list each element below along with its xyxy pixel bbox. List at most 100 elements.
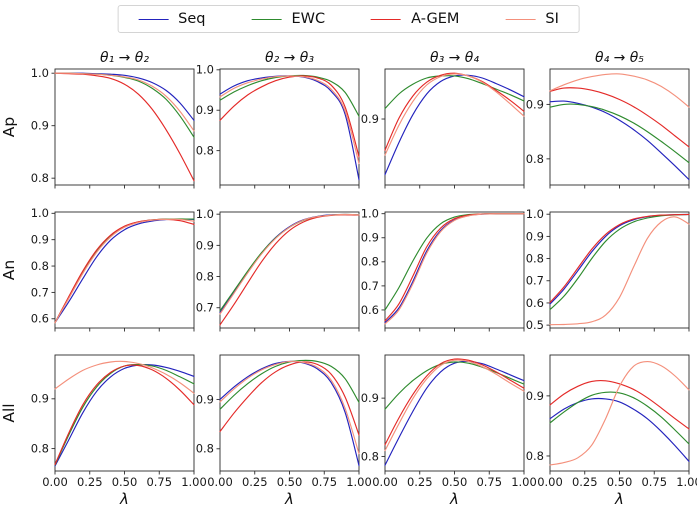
curve-si bbox=[54, 360, 195, 394]
curve-ewc bbox=[54, 218, 195, 324]
seq-line-swatch-icon bbox=[138, 18, 169, 20]
y-tick-label: 0.9 bbox=[361, 112, 379, 126]
curve-a-gem bbox=[384, 358, 525, 446]
subplot-Ap-4: 0.8 0.9 θ₄ → θ₅ bbox=[526, 50, 690, 189]
curve-a-gem bbox=[54, 364, 195, 466]
curve-seq bbox=[54, 364, 195, 467]
legend-item-si: SI bbox=[505, 11, 559, 27]
subplot-All-4: 0.8 0.9 0.00 0.25 0.50 0.75 1.00 λ bbox=[526, 354, 697, 508]
y-tick-label: 0.9 bbox=[196, 392, 214, 406]
y-tick-label: 0.9 bbox=[196, 103, 214, 117]
axes-box bbox=[549, 68, 690, 186]
x-axis-label: λ bbox=[284, 490, 294, 508]
x-tick-label: 0.50 bbox=[112, 475, 138, 489]
y-tick-label: 0.7 bbox=[361, 279, 379, 293]
curve-ewc bbox=[549, 213, 690, 311]
legend-label-seq: Seq bbox=[178, 11, 206, 27]
curve-seq bbox=[549, 213, 690, 305]
y-tick-label: 0.5 bbox=[526, 318, 544, 332]
subplot-All-3: 0.8 0.9 0.00 0.25 0.50 0.75 1.00 λ bbox=[361, 354, 537, 508]
y-tick-label: 0.7 bbox=[196, 301, 214, 315]
curve-a-gem bbox=[384, 72, 525, 151]
y-tick-label: 1.0 bbox=[31, 66, 49, 80]
legend-item-ewc: EWC bbox=[251, 11, 325, 27]
curve-ewc bbox=[54, 363, 195, 466]
y-tick-label: 0.8 bbox=[31, 171, 49, 185]
curve-si bbox=[219, 360, 360, 455]
subplot-An-4: 0.5 0.6 0.7 0.8 0.9 1.0 bbox=[526, 207, 690, 332]
subplot-An-1: 0.6 0.7 0.8 0.9 1.0 An bbox=[0, 206, 195, 332]
axes-box bbox=[384, 211, 525, 329]
y-tick-label: 0.9 bbox=[361, 391, 379, 405]
x-tick-label: 0.75 bbox=[311, 475, 337, 489]
y-tick-label: 1.0 bbox=[361, 207, 379, 221]
subplot-Ap-1: 0.8 0.9 1.0 θ₁ → θ₂ Ap bbox=[0, 50, 195, 189]
curve-si bbox=[54, 72, 195, 132]
curve-ewc bbox=[549, 391, 690, 445]
y-tick-label: 0.8 bbox=[196, 442, 214, 456]
curve-seq bbox=[384, 74, 525, 176]
subplot-An-3: 0.6 0.7 0.8 0.9 1.0 bbox=[361, 207, 525, 332]
curve-si bbox=[384, 213, 525, 325]
axes-box bbox=[54, 354, 195, 472]
curve-si bbox=[549, 73, 690, 108]
legend-label-si: SI bbox=[545, 11, 559, 27]
curve-a-gem bbox=[54, 218, 195, 324]
x-axis-label: λ bbox=[614, 490, 624, 508]
subplot-An-2: 0.7 0.8 0.9 1.0 bbox=[196, 207, 360, 332]
x-tick-label: 1.00 bbox=[346, 475, 372, 489]
y-tick-label: 0.9 bbox=[196, 238, 214, 252]
curve-ewc bbox=[54, 72, 195, 138]
x-tick-label: 0.00 bbox=[537, 475, 563, 489]
legend: Seq EWC A-GEM SI bbox=[117, 5, 580, 33]
curve-a-gem bbox=[219, 214, 360, 326]
curve-seq bbox=[549, 100, 690, 181]
y-tick-label: 0.9 bbox=[526, 229, 544, 243]
x-axis-label: λ bbox=[119, 490, 129, 508]
curve-si bbox=[549, 216, 690, 326]
x-tick-label: 1.00 bbox=[676, 475, 697, 489]
y-tick-label: 1.0 bbox=[196, 207, 214, 221]
subplot-Ap-2: 0.8 0.9 1.0 θ₂ → θ₃ bbox=[196, 50, 360, 189]
curve-a-gem bbox=[549, 380, 690, 430]
y-tick-label: 0.6 bbox=[361, 303, 379, 317]
curve-si bbox=[549, 361, 690, 466]
y-tick-label: 0.8 bbox=[31, 442, 49, 456]
curve-a-gem bbox=[219, 361, 360, 436]
si-line-swatch-icon bbox=[505, 18, 536, 20]
subplot-title: θ₃ → θ₄ bbox=[430, 50, 479, 66]
subplot-title: θ₄ → θ₅ bbox=[595, 50, 644, 66]
axes-box bbox=[219, 354, 360, 472]
x-tick-label: 0.25 bbox=[77, 475, 103, 489]
subplot-title: θ₂ → θ₃ bbox=[265, 50, 314, 66]
x-tick-label: 0.50 bbox=[442, 475, 468, 489]
subplot-title: θ₁ → θ₂ bbox=[100, 50, 149, 66]
x-axis-label: λ bbox=[449, 490, 459, 508]
y-tick-label: 0.7 bbox=[526, 274, 544, 288]
curve-ewc bbox=[384, 75, 525, 110]
x-tick-label: 0.50 bbox=[277, 475, 303, 489]
x-tick-label: 0.50 bbox=[607, 475, 633, 489]
curve-ewc bbox=[219, 213, 360, 312]
curve-si bbox=[219, 213, 360, 315]
y-tick-label: 0.6 bbox=[526, 296, 544, 310]
y-tick-label: 0.9 bbox=[526, 97, 544, 111]
subplot-All-2: 0.8 0.9 0.00 0.25 0.50 0.75 1.00 λ bbox=[196, 354, 372, 508]
curve-a-gem bbox=[549, 213, 690, 304]
curve-si bbox=[384, 359, 525, 452]
curve-seq bbox=[549, 397, 690, 462]
y-tick-label: 1.0 bbox=[526, 207, 544, 221]
curve-a-gem bbox=[384, 213, 525, 322]
x-tick-label: 0.00 bbox=[42, 475, 68, 489]
legend-item-seq: Seq bbox=[138, 11, 205, 27]
curve-seq bbox=[219, 360, 360, 467]
y-tick-label: 1.0 bbox=[196, 63, 214, 77]
curve-seq bbox=[384, 213, 525, 324]
curve-ewc bbox=[549, 103, 690, 164]
curve-seq bbox=[54, 218, 195, 324]
y-tick-label: 0.8 bbox=[526, 251, 544, 265]
curve-seq bbox=[219, 213, 360, 313]
y-tick-label: 0.7 bbox=[31, 285, 49, 299]
row-label: An bbox=[0, 260, 18, 280]
